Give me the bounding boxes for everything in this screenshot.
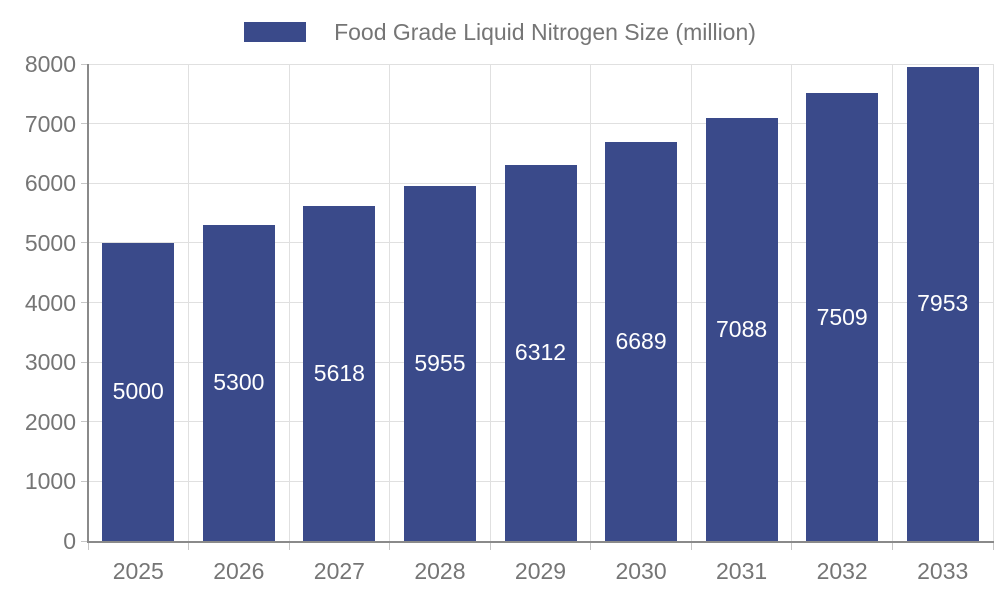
x-axis-tick-label: 2027 xyxy=(313,558,365,584)
x-axis-tick-label: 2028 xyxy=(414,558,466,584)
x-axis-tick-label: 2032 xyxy=(816,558,868,584)
y-axis-tick-label: 5000 xyxy=(24,229,76,256)
y-axis-tick-label: 1000 xyxy=(24,468,76,495)
x-axis-tick xyxy=(891,543,893,550)
y-axis-tick xyxy=(81,480,87,482)
v-gridline xyxy=(288,64,290,541)
x-axis-tick-label: 2031 xyxy=(716,558,768,584)
v-gridline xyxy=(992,64,994,541)
y-axis-tick xyxy=(81,63,87,65)
y-axis-tick xyxy=(81,421,87,423)
h-gridline xyxy=(88,63,993,65)
x-axis-line xyxy=(87,541,994,543)
bar-value-label: 5300 xyxy=(213,369,265,396)
bar-value-label: 5618 xyxy=(313,360,365,386)
legend-label: Food Grade Liquid Nitrogen Size (million… xyxy=(334,18,756,45)
y-axis-tick xyxy=(81,242,87,244)
x-axis-tick xyxy=(992,543,994,550)
bar-value-label: 6689 xyxy=(615,328,667,355)
x-axis-tick xyxy=(188,543,190,550)
x-axis-tick xyxy=(690,543,692,550)
bar: 6312 xyxy=(504,164,577,541)
v-gridline xyxy=(489,64,491,541)
bar-value-label: 7953 xyxy=(917,290,969,317)
bar-value-label: 5955 xyxy=(414,349,466,376)
y-axis-tick xyxy=(81,361,87,363)
x-axis-tick xyxy=(389,543,391,550)
x-axis-tick-label: 2026 xyxy=(213,558,265,584)
x-axis-tick xyxy=(489,543,491,550)
x-axis-tick xyxy=(791,543,793,550)
bar: 7953 xyxy=(906,66,979,541)
x-axis-tick-label: 2033 xyxy=(917,558,969,584)
bar: 7509 xyxy=(806,93,879,541)
x-axis-tick xyxy=(288,543,290,550)
y-axis-tick xyxy=(81,302,87,303)
bar-value-label: 6312 xyxy=(514,339,567,366)
h-gridline xyxy=(88,123,993,125)
y-axis-tick-label: 4000 xyxy=(24,289,76,316)
legend-swatch xyxy=(244,22,307,42)
bar: 5000 xyxy=(102,242,175,541)
y-axis-tick xyxy=(81,182,87,184)
y-axis-tick-label: 7000 xyxy=(24,110,76,137)
x-axis-tick-label: 2025 xyxy=(112,558,164,584)
v-gridline xyxy=(188,64,190,541)
v-gridline xyxy=(389,64,391,541)
v-gridline xyxy=(590,64,592,541)
bar: 5300 xyxy=(202,224,275,541)
y-axis-tick-label: 0 xyxy=(63,528,76,554)
bar: 7088 xyxy=(705,118,778,541)
bar-value-label: 7088 xyxy=(716,316,768,343)
y-axis-tick-label: 3000 xyxy=(24,349,76,376)
bar-value-label: 7509 xyxy=(816,303,868,330)
y-axis-tick-label: 8000 xyxy=(24,51,76,77)
y-axis-line xyxy=(87,64,89,543)
bar: 5618 xyxy=(303,206,376,541)
bar: 5955 xyxy=(403,185,476,541)
v-gridline xyxy=(791,64,793,541)
bar-value-label: 5000 xyxy=(112,378,164,405)
x-axis-tick xyxy=(87,543,89,550)
x-axis-tick xyxy=(590,543,592,550)
y-axis-tick xyxy=(81,540,87,542)
v-gridline xyxy=(891,64,893,541)
bar: 6689 xyxy=(605,142,678,541)
y-axis-tick xyxy=(81,123,87,125)
x-axis-tick-label: 2029 xyxy=(514,558,567,584)
legend: Food Grade Liquid Nitrogen Size (million… xyxy=(0,12,1000,52)
y-axis-tick-label: 2000 xyxy=(24,408,76,435)
y-axis-tick-label: 6000 xyxy=(24,170,76,197)
v-gridline xyxy=(690,64,692,541)
x-axis-tick-label: 2030 xyxy=(615,558,667,584)
